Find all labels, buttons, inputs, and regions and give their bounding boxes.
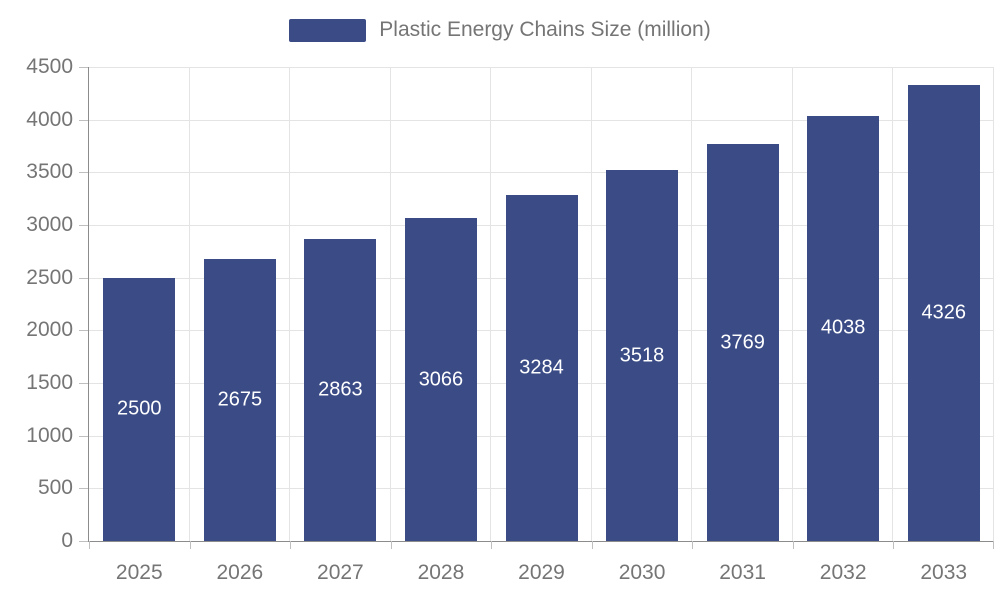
y-gridline bbox=[89, 67, 994, 68]
bar-2025: 2500 bbox=[103, 277, 176, 541]
y-tick-label: 2000 bbox=[26, 318, 73, 342]
bar-value-label: 4326 bbox=[921, 301, 966, 324]
bar-value-label: 3066 bbox=[418, 368, 464, 391]
x-gridline bbox=[691, 67, 693, 541]
legend-label: Plastic Energy Chains Size (million) bbox=[379, 18, 711, 41]
x-axis-label-2028: 2028 bbox=[417, 561, 465, 584]
bar-2030: 3518 bbox=[606, 170, 679, 541]
x-axis-tick bbox=[893, 541, 895, 549]
y-axis-tick bbox=[79, 225, 88, 226]
y-axis-tick bbox=[79, 119, 88, 121]
y-tick-label: 500 bbox=[37, 476, 73, 500]
x-axis-label-2025: 2025 bbox=[115, 561, 163, 584]
x-axis-label-2032: 2032 bbox=[819, 561, 867, 584]
x-gridline bbox=[590, 67, 592, 541]
y-axis-tick bbox=[79, 277, 88, 279]
x-axis-tick bbox=[692, 541, 694, 549]
x-axis-label-2027: 2027 bbox=[317, 561, 364, 584]
bar-2027: 2863 bbox=[304, 239, 377, 541]
x-axis-tick bbox=[390, 541, 392, 549]
legend[interactable]: Plastic Energy Chains Size (million) bbox=[0, 16, 1000, 44]
x-axis-tick bbox=[993, 541, 994, 549]
bar-2029: 3284 bbox=[505, 195, 578, 541]
x-axis-label-2030: 2030 bbox=[618, 561, 666, 584]
x-gridline bbox=[993, 67, 994, 541]
legend-swatch bbox=[289, 18, 367, 42]
bar-2033: 4326 bbox=[907, 85, 980, 541]
bar-value-label: 4038 bbox=[820, 316, 866, 339]
x-axis-tick bbox=[491, 541, 493, 549]
y-axis-tick bbox=[79, 330, 88, 332]
y-tick-label: 3000 bbox=[26, 213, 73, 236]
y-axis-tick bbox=[79, 383, 88, 384]
x-gridline bbox=[791, 67, 793, 541]
y-tick-label: 4500 bbox=[26, 55, 73, 78]
y-tick-label: 1500 bbox=[26, 371, 73, 394]
x-axis-label-2029: 2029 bbox=[518, 561, 565, 584]
bar-2031: 3769 bbox=[706, 144, 779, 541]
y-axis-tick bbox=[79, 488, 88, 490]
bar-value-label: 3518 bbox=[619, 344, 665, 367]
x-gridline bbox=[188, 67, 190, 541]
y-tick-label: 4000 bbox=[26, 107, 73, 131]
x-gridline bbox=[389, 67, 391, 541]
y-tick-label: 2500 bbox=[26, 265, 73, 289]
x-axis-tick bbox=[792, 541, 794, 549]
y-tick-label: 1000 bbox=[26, 423, 73, 447]
bar-value-label: 2500 bbox=[117, 397, 162, 420]
x-axis-tick bbox=[189, 541, 191, 549]
x-gridline bbox=[892, 67, 894, 541]
bar-2028: 3066 bbox=[404, 218, 477, 541]
y-tick-label: 0 bbox=[61, 529, 73, 552]
y-axis-tick bbox=[79, 172, 88, 174]
bar-value-label: 2675 bbox=[217, 388, 263, 411]
x-axis-tick bbox=[591, 541, 593, 549]
x-gridline bbox=[289, 67, 291, 541]
y-axis-tick bbox=[79, 435, 88, 437]
bar-2032: 4038 bbox=[807, 115, 880, 541]
x-axis-tick bbox=[89, 541, 90, 549]
y-tick-label: 3500 bbox=[26, 160, 73, 184]
x-gridline bbox=[490, 67, 492, 541]
bar-value-label: 3284 bbox=[519, 356, 564, 379]
y-axis-tick bbox=[79, 67, 88, 68]
bar-value-label: 2863 bbox=[318, 378, 363, 401]
bar-value-label: 3769 bbox=[720, 331, 765, 353]
plot-area: 0 500 1000 1500 2000 2500 3000 3500 4000 4500 2500… bbox=[26, 55, 994, 584]
x-axis-label-2031: 2031 bbox=[719, 561, 766, 584]
y-axis-tick bbox=[79, 541, 88, 542]
x-axis-label-2026: 2026 bbox=[216, 561, 264, 584]
bar-2026: 2675 bbox=[203, 259, 276, 541]
x-axis-label-2033: 2033 bbox=[920, 561, 968, 584]
x-axis-tick bbox=[290, 541, 292, 549]
